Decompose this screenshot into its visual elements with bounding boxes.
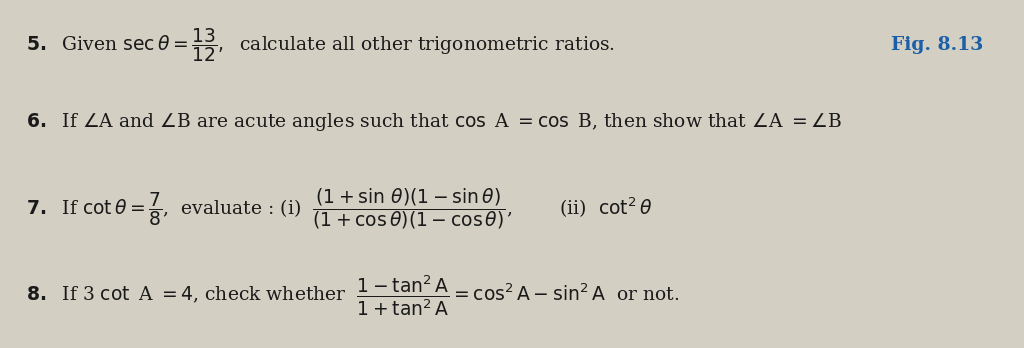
Text: $\mathbf{6.}$  If $\angle$A and $\angle$B are acute angles such that $\cos$ A $=: $\mathbf{6.}$ If $\angle$A and $\angle$B… xyxy=(26,111,842,133)
Text: $\mathbf{9.}$  In triangle ABC, right-angled at B, if $\tan\mathrm{A} = \dfrac{1: $\mathbf{9.}$ In triangle ABC, right-ang… xyxy=(26,347,692,348)
Text: $\mathbf{8.}$  If 3 $\cot$ A $= 4$, check whether  $\dfrac{1 - \tan^{2}\mathrm{A: $\mathbf{8.}$ If 3 $\cot$ A $= 4$, check… xyxy=(26,274,679,318)
Text: $\mathbf{7.}$  If $\cot\theta = \dfrac{7}{8}$,  evaluate : (i)  $\dfrac{(1 + \si: $\mathbf{7.}$ If $\cot\theta = \dfrac{7}… xyxy=(26,187,652,231)
Text: Fig. 8.13: Fig. 8.13 xyxy=(891,36,983,54)
Text: $\mathbf{5.}$  Given $\sec\theta = \dfrac{13}{12},$  calculate all other trigono: $\mathbf{5.}$ Given $\sec\theta = \dfrac… xyxy=(26,26,614,64)
